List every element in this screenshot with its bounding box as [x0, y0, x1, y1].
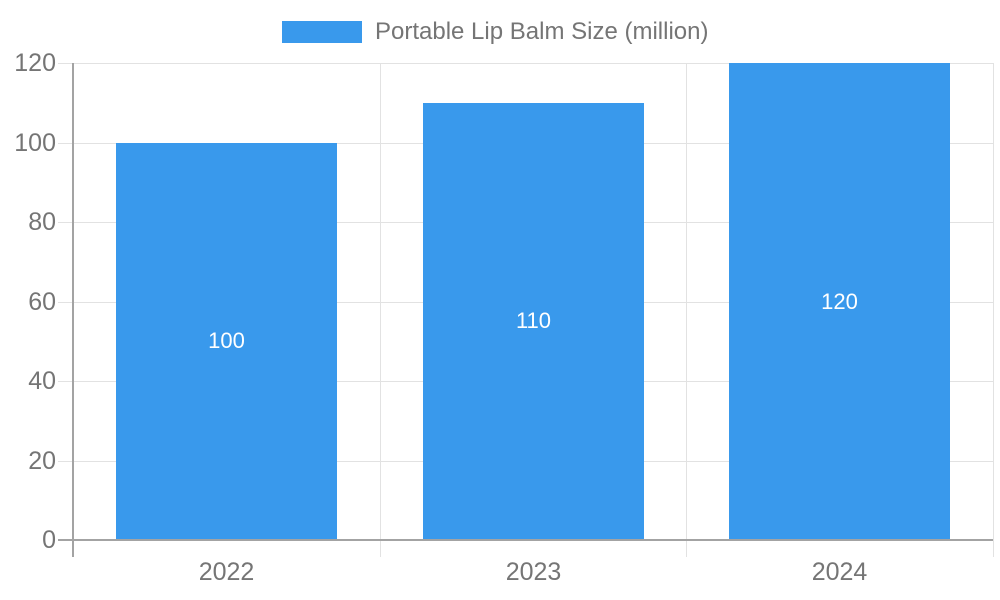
legend-swatch — [282, 21, 362, 43]
y-axis-tick-label: 20 — [28, 447, 56, 475]
bar-value-label: 120 — [821, 289, 858, 314]
bar-value-label: 110 — [515, 308, 552, 333]
y-axis-tick-label: 120 — [14, 49, 56, 77]
x-axis-tick-label: 2022 — [198, 558, 255, 586]
bar-2022 — [116, 143, 337, 541]
category-boundary-line — [380, 63, 381, 557]
x-axis-tick-label: 2023 — [505, 558, 562, 586]
y-axis-tick-label: 40 — [28, 367, 56, 395]
bar-value-label: 100 — [208, 328, 245, 353]
chart-legend[interactable]: Portable Lip Balm Size (million) — [282, 18, 708, 46]
x-axis-tick-label: 2024 — [811, 558, 868, 586]
legend-label: Portable Lip Balm Size (million) — [375, 18, 709, 45]
plot-right-border — [993, 63, 994, 557]
bar-2024 — [729, 63, 950, 540]
y-axis-line — [72, 63, 74, 557]
bar-2023 — [423, 103, 644, 540]
y-axis-tick-label: 80 — [28, 208, 56, 236]
y-axis-tick-label: 0 — [42, 526, 56, 554]
y-axis-tick-label: 60 — [28, 288, 56, 316]
y-gridline — [58, 63, 993, 64]
category-boundary-line — [686, 63, 687, 557]
y-axis-tick-label: 100 — [14, 129, 56, 157]
x-axis-line — [58, 539, 993, 541]
